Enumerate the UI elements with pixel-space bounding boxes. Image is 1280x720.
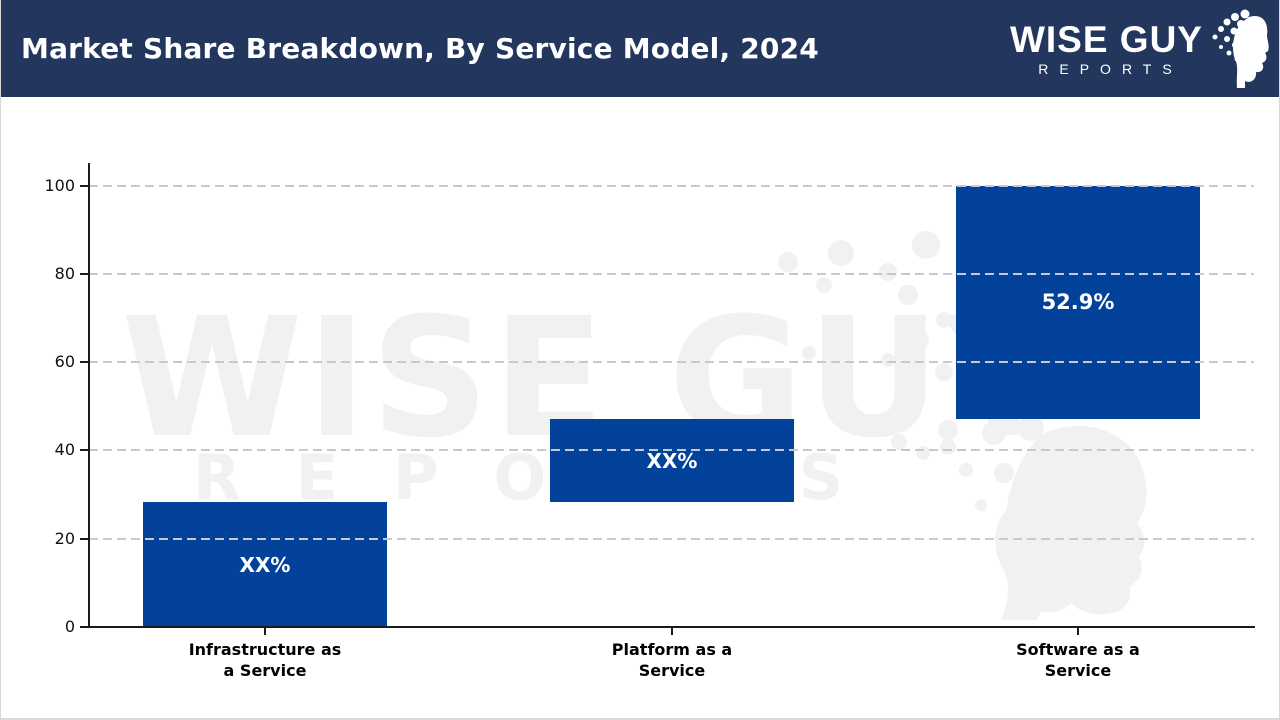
y-tick-40 xyxy=(80,449,89,452)
brand-name: WISE GUY xyxy=(1009,19,1203,61)
brand-logo: WISE GUY REPORTS xyxy=(1010,6,1269,92)
brand-logo-text: WISE GUY REPORTS xyxy=(1009,19,1203,77)
bar-value-label-platform-as-a-service: XX% xyxy=(646,448,698,473)
y-tick-label-0: 0 xyxy=(64,617,75,636)
category-label-0: Infrastructure as a Service xyxy=(188,640,342,680)
y-tick-label-20: 20 xyxy=(54,528,75,548)
gridline-20 xyxy=(89,537,1254,540)
header-bar: Market Share Breakdown, By Service Model… xyxy=(1,0,1279,97)
y-tick-label-60: 60 xyxy=(54,352,75,372)
y-tick-100 xyxy=(80,184,89,187)
y-tick-80 xyxy=(80,272,89,275)
y-tick-label-40: 40 xyxy=(54,440,75,460)
y-tick-20 xyxy=(80,537,89,540)
x-tick-1 xyxy=(671,628,673,635)
bar-software-as-a-service: 52.9% xyxy=(956,185,1200,420)
y-tick-60 xyxy=(80,361,89,364)
brand-subname: REPORTS xyxy=(1038,60,1183,77)
gridline-40 xyxy=(89,449,1254,452)
brand-face-icon xyxy=(1212,9,1269,89)
category-label-1: Platform as a Service xyxy=(611,640,733,680)
gridline-100 xyxy=(89,184,1254,187)
gridline-80 xyxy=(89,272,1254,275)
gridline-60 xyxy=(89,361,1254,364)
category-label-2: Software as a Service xyxy=(1016,640,1140,680)
x-axis-line xyxy=(88,626,1255,628)
bar-infrastructure-as-a-service: XX% xyxy=(143,502,387,627)
bar-value-label-infrastructure-as-a-service: XX% xyxy=(239,552,291,577)
x-tick-0 xyxy=(264,628,266,635)
y-tick-0 xyxy=(80,626,89,628)
x-tick-2 xyxy=(1077,628,1079,635)
y-axis-line xyxy=(88,163,90,628)
y-tick-label-100: 100 xyxy=(44,175,75,195)
y-tick-label-80: 80 xyxy=(54,263,75,283)
bar-platform-as-a-service: XX% xyxy=(550,419,794,503)
page-title: Market Share Breakdown, By Service Model… xyxy=(21,32,819,65)
bar-value-label-software-as-a-service: 52.9% xyxy=(1041,290,1115,315)
